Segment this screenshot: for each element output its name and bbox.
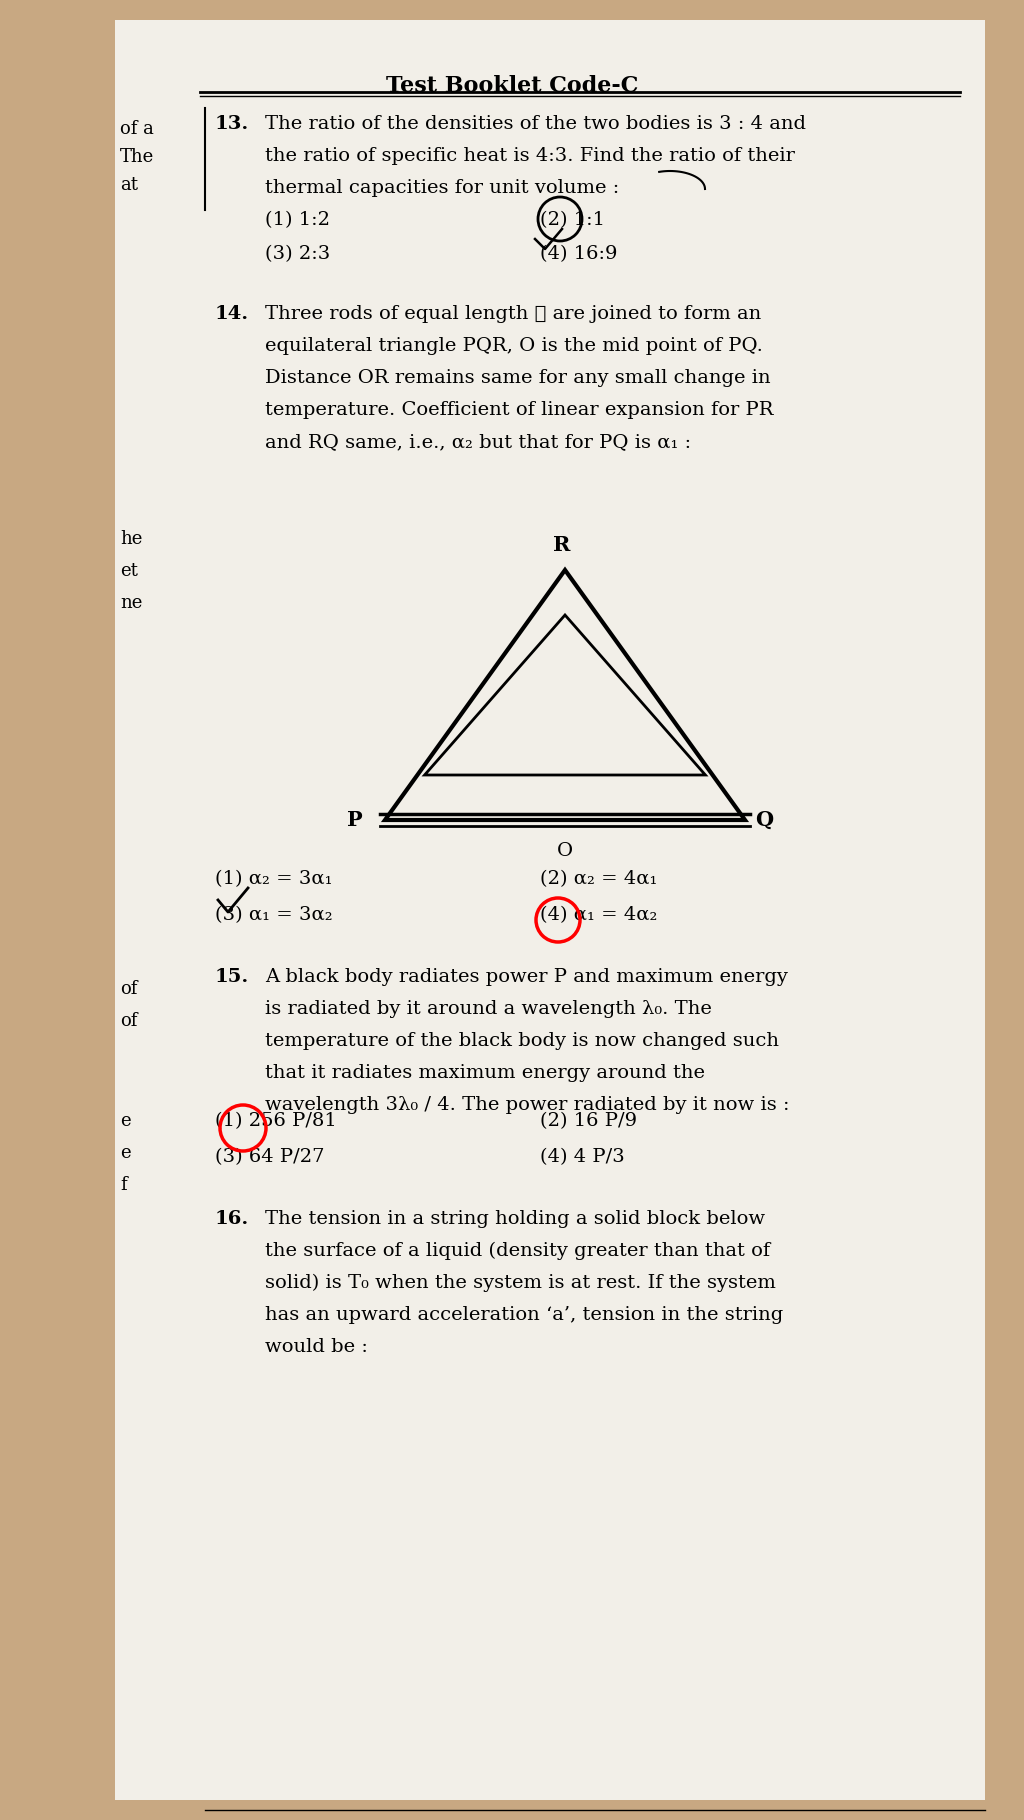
Text: temperature. Coefficient of linear expansion for PR: temperature. Coefficient of linear expan… <box>265 400 773 419</box>
FancyBboxPatch shape <box>115 20 985 1800</box>
Text: wavelength 3λ₀ / 4. The power radiated by it now is :: wavelength 3λ₀ / 4. The power radiated b… <box>265 1096 790 1114</box>
Text: (2) 1:1: (2) 1:1 <box>540 211 605 229</box>
Text: he: he <box>120 530 142 548</box>
Text: (4) 4 P/3: (4) 4 P/3 <box>540 1148 625 1167</box>
Text: solid) is T₀ when the system is at rest. If the system: solid) is T₀ when the system is at rest.… <box>265 1274 776 1292</box>
Text: Test Booklet Code-C: Test Booklet Code-C <box>386 75 638 96</box>
Text: A black body radiates power P and maximum energy: A black body radiates power P and maximu… <box>265 968 787 986</box>
Text: P: P <box>347 810 362 830</box>
Text: (3) α₁ = 3α₂: (3) α₁ = 3α₂ <box>215 906 333 925</box>
Text: et: et <box>120 562 138 581</box>
Text: O: O <box>557 843 573 861</box>
Text: (4) α₁ = 4α₂: (4) α₁ = 4α₂ <box>540 906 657 925</box>
Text: Distance OR remains same for any small change in: Distance OR remains same for any small c… <box>265 369 771 388</box>
Text: R: R <box>553 535 570 555</box>
Text: that it radiates maximum energy around the: that it radiates maximum energy around t… <box>265 1065 705 1083</box>
Text: of a: of a <box>120 120 154 138</box>
Text: (2) 16 P/9: (2) 16 P/9 <box>540 1112 637 1130</box>
Text: e: e <box>120 1112 131 1130</box>
Text: 16.: 16. <box>215 1210 249 1228</box>
Text: equilateral triangle PQR, O is the mid point of PQ.: equilateral triangle PQR, O is the mid p… <box>265 337 763 355</box>
Text: of: of <box>120 1012 137 1030</box>
Text: of: of <box>120 979 137 997</box>
Text: Q: Q <box>755 810 773 830</box>
Text: has an upward acceleration ‘a’, tension in the string: has an upward acceleration ‘a’, tension … <box>265 1307 783 1323</box>
Text: the ratio of specific heat is 4:3. Find the ratio of their: the ratio of specific heat is 4:3. Find … <box>265 147 795 166</box>
Text: (3) 2:3: (3) 2:3 <box>265 246 331 264</box>
Text: (4) 16:9: (4) 16:9 <box>540 246 617 264</box>
Text: The: The <box>120 147 155 166</box>
Text: e: e <box>120 1145 131 1161</box>
Text: The tension in a string holding a solid block below: The tension in a string holding a solid … <box>265 1210 765 1228</box>
Text: (1) 1:2: (1) 1:2 <box>265 211 330 229</box>
Text: would be :: would be : <box>265 1338 368 1356</box>
Text: temperature of the black body is now changed such: temperature of the black body is now cha… <box>265 1032 779 1050</box>
Text: and RQ same, i.e., α₂ but that for PQ is α₁ :: and RQ same, i.e., α₂ but that for PQ is… <box>265 433 691 451</box>
Text: at: at <box>120 177 138 195</box>
Text: 15.: 15. <box>215 968 249 986</box>
Text: The ratio of the densities of the two bodies is 3 : 4 and: The ratio of the densities of the two bo… <box>265 115 806 133</box>
Text: (1) α₂ = 3α₁: (1) α₂ = 3α₁ <box>215 870 333 888</box>
Text: Three rods of equal length ℓ are joined to form an: Three rods of equal length ℓ are joined … <box>265 306 761 322</box>
Text: (3) 64 P/27: (3) 64 P/27 <box>215 1148 325 1167</box>
Text: f: f <box>120 1176 127 1194</box>
Text: 14.: 14. <box>215 306 249 322</box>
Text: (2) α₂ = 4α₁: (2) α₂ = 4α₁ <box>540 870 657 888</box>
Text: is radiated by it around a wavelength λ₀. The: is radiated by it around a wavelength λ₀… <box>265 999 712 1017</box>
Text: the surface of a liquid (density greater than that of: the surface of a liquid (density greater… <box>265 1241 770 1259</box>
Text: (1) 256 P/81: (1) 256 P/81 <box>215 1112 337 1130</box>
Text: thermal capacities for unit volume :: thermal capacities for unit volume : <box>265 178 620 197</box>
Text: ne: ne <box>120 593 142 612</box>
Text: 13.: 13. <box>215 115 249 133</box>
